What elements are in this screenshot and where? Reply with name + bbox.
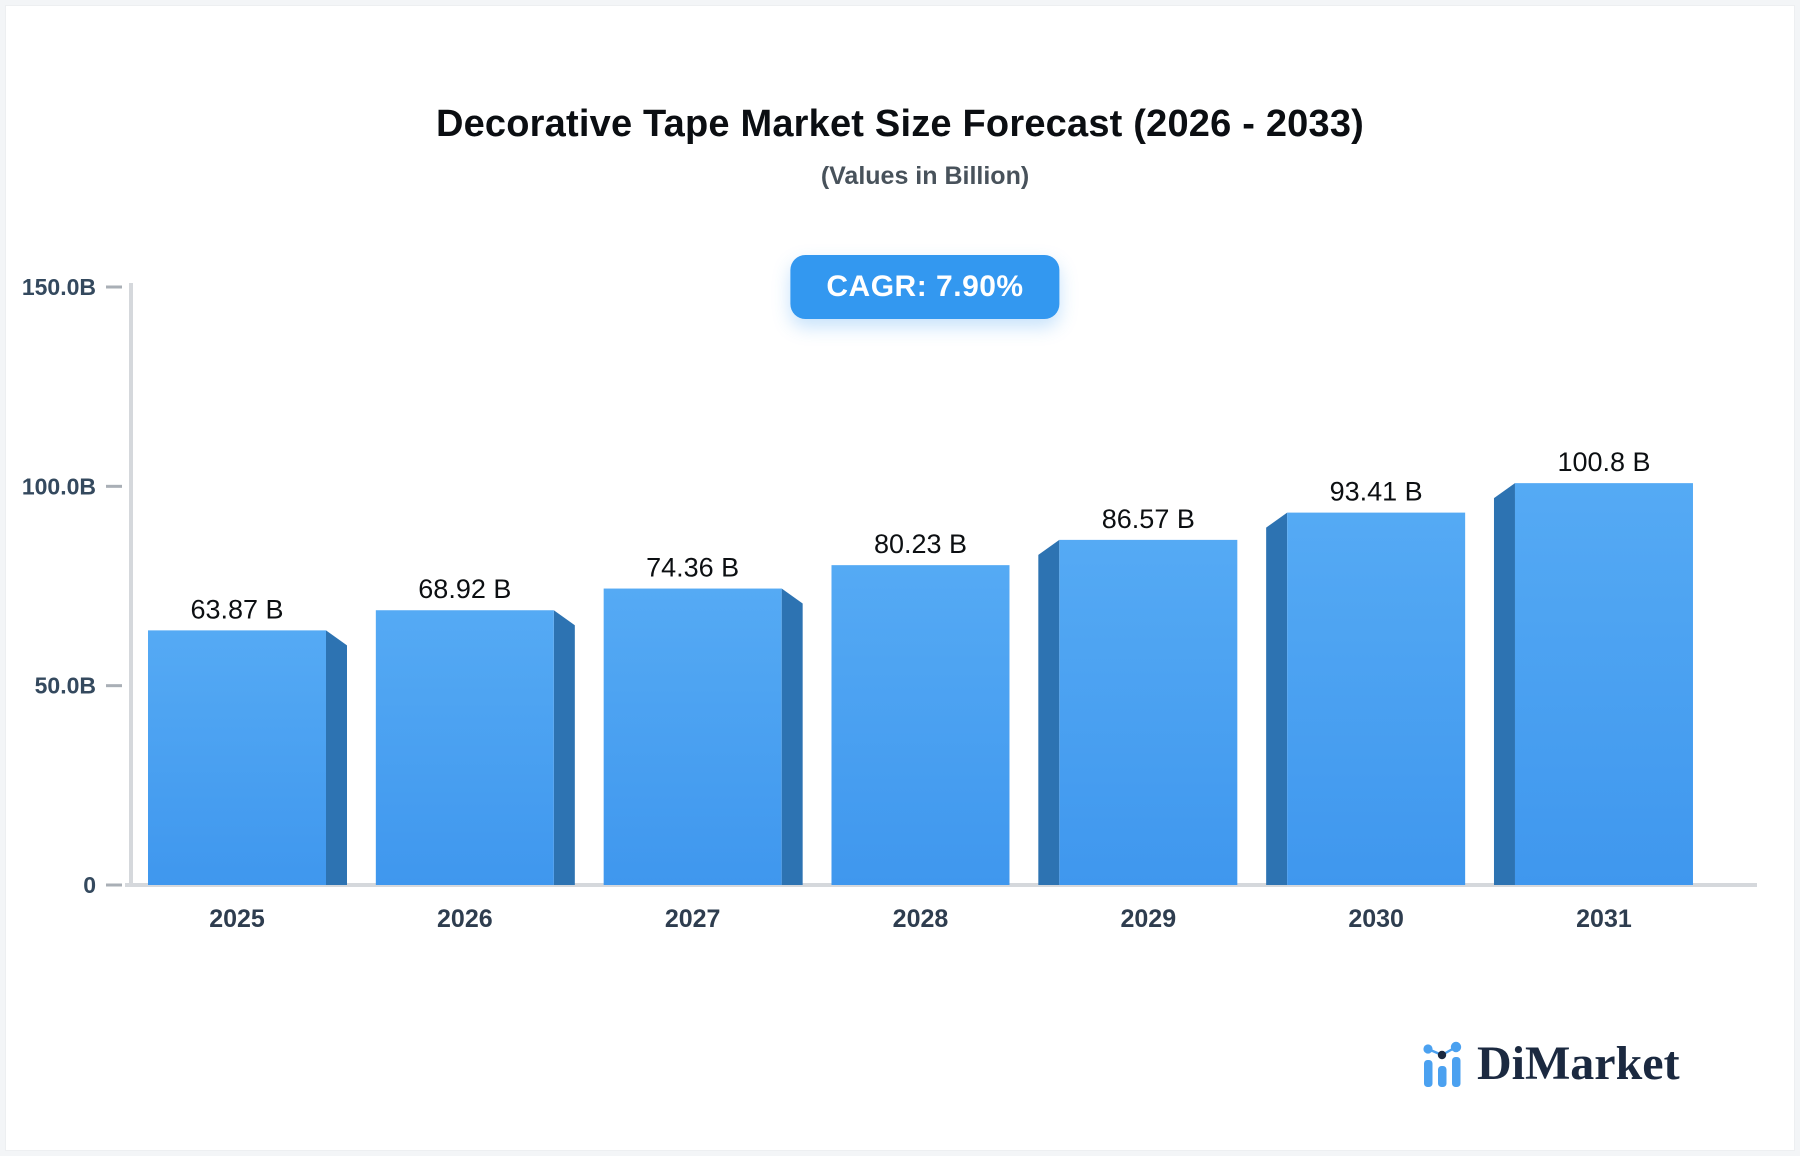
- y-axis-tick: [106, 684, 122, 688]
- x-axis-label: 2029: [1121, 905, 1177, 933]
- chart-subtitle: (Values in Billion): [820, 162, 1030, 190]
- x-axis-label: 2025: [209, 905, 265, 933]
- y-axis-tick: [106, 883, 122, 887]
- bar-2031: [1514, 483, 1693, 885]
- bar-2028: [831, 565, 1010, 885]
- cagr-badge: CAGR: 7.90%: [790, 255, 1060, 319]
- y-axis-tick-label: 150.0B: [22, 274, 96, 300]
- y-axis-tick: [106, 484, 122, 488]
- bar-side-2027: [781, 588, 803, 885]
- x-axis-label: 2030: [1348, 905, 1404, 933]
- bar-value-label: 93.41 B: [1330, 477, 1423, 507]
- bar-side-2029: [1038, 539, 1060, 885]
- bar-value-label: 80.23 B: [874, 529, 967, 559]
- bar-side-2030: [1266, 512, 1288, 885]
- bar-chart: 150.0B 100.0B 50.0B 0 63.87 B 2025 68.92 B 2026…: [0, 240, 1800, 1020]
- bar-side-2026: [553, 610, 575, 885]
- bar-2029: [1059, 539, 1238, 885]
- bar-value-label: 63.87 B: [190, 594, 283, 624]
- brand-name: DiMarket: [1477, 1037, 1680, 1090]
- brand-logo: DiMarket: [1422, 1040, 1680, 1088]
- mini-bar-chart-icon: [1423, 1041, 1462, 1087]
- x-axis-label: 2027: [665, 905, 721, 933]
- y-axis-tick-label: 100.0B: [22, 473, 96, 499]
- x-axis-label: 2028: [893, 905, 949, 933]
- x-axis-label: 2031: [1576, 905, 1632, 933]
- bar-side-2025: [326, 630, 347, 885]
- bar-value-label: 68.92 B: [418, 574, 511, 604]
- bar-value-label: 100.8 B: [1557, 447, 1650, 477]
- y-axis-tick-label: 0: [83, 872, 96, 898]
- bar-2025: [148, 630, 326, 885]
- bar-side-2031: [1493, 483, 1515, 885]
- bar-2027: [603, 588, 782, 885]
- bar-chart-canvas: 150.0B 100.0B 50.0B 0 63.87 B 2025 68.92 B 2026…: [22, 274, 1757, 933]
- x-axis-label: 2026: [437, 905, 493, 933]
- y-axis-line: [129, 283, 133, 887]
- y-axis-tick: [106, 285, 122, 289]
- chart-title: Decorative Tape Market Size Forecast (20…: [435, 103, 1365, 145]
- bar-2026: [375, 610, 554, 885]
- y-axis-tick-label: 50.0B: [35, 673, 96, 699]
- bar-value-label: 86.57 B: [1102, 504, 1195, 534]
- bar-value-label: 74.36 B: [646, 553, 739, 583]
- bar-2030: [1287, 512, 1466, 885]
